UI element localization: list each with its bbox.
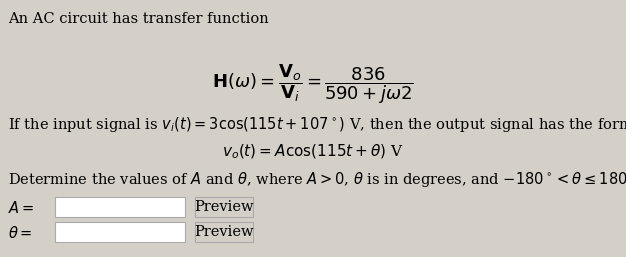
Text: If the input signal is $v_i(t) = 3\cos(115t + 107^\circ)$ V, then the output sig: If the input signal is $v_i(t) = 3\cos(1… — [8, 115, 626, 134]
Text: An AC circuit has transfer function: An AC circuit has transfer function — [8, 12, 269, 26]
Text: Preview: Preview — [194, 200, 254, 214]
Text: Preview: Preview — [194, 225, 254, 239]
Text: $\mathbf{H}(\omega) = \dfrac{\mathbf{V}_o}{\mathbf{V}_i} = \dfrac{836}{590 + j\o: $\mathbf{H}(\omega) = \dfrac{\mathbf{V}_… — [212, 62, 414, 106]
Text: Determine the values of $A$ and $\theta$, where $A > 0$, $\theta$ is in degrees,: Determine the values of $A$ and $\theta$… — [8, 170, 626, 189]
FancyBboxPatch shape — [195, 222, 253, 242]
FancyBboxPatch shape — [55, 197, 185, 217]
Text: $\theta =$: $\theta =$ — [8, 225, 33, 241]
Text: $v_o(t) = A\cos(115t + \theta)$ V: $v_o(t) = A\cos(115t + \theta)$ V — [222, 143, 404, 161]
FancyBboxPatch shape — [195, 197, 253, 217]
FancyBboxPatch shape — [55, 222, 185, 242]
Text: $A =$: $A =$ — [8, 200, 34, 216]
